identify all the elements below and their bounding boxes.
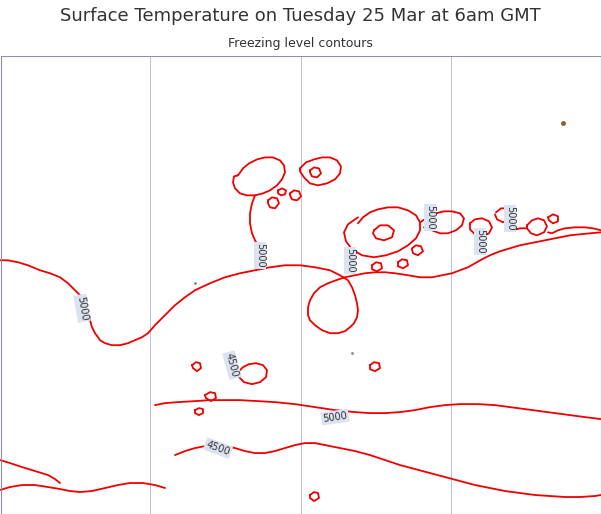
Text: Freezing level contours: Freezing level contours bbox=[228, 37, 373, 50]
Text: 5000: 5000 bbox=[322, 411, 348, 424]
Text: 5000: 5000 bbox=[255, 243, 265, 268]
Text: 5000: 5000 bbox=[345, 248, 355, 272]
Text: 5000: 5000 bbox=[475, 229, 485, 253]
Text: 5000: 5000 bbox=[425, 205, 435, 230]
Text: 4500: 4500 bbox=[205, 439, 231, 457]
Text: 5000: 5000 bbox=[505, 206, 515, 231]
Text: 4500: 4500 bbox=[224, 352, 240, 378]
Text: Surface Temperature on Tuesday 25 Mar at 6am GMT: Surface Temperature on Tuesday 25 Mar at… bbox=[60, 7, 541, 25]
Text: 5000: 5000 bbox=[75, 295, 89, 321]
